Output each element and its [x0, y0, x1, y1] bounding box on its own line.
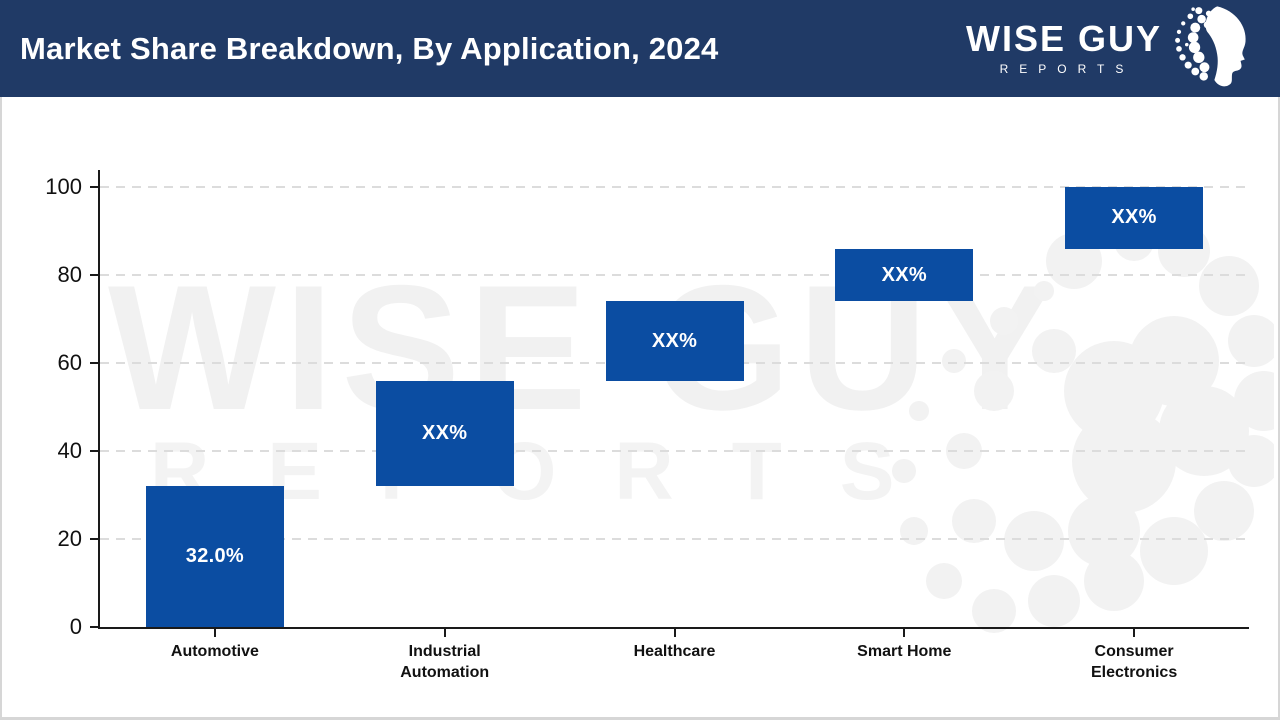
y-axis-tick-80 — [90, 274, 98, 276]
x-axis-tick-1 — [443, 629, 446, 637]
bar-label: XX% — [422, 421, 468, 444]
x-axis-label-2: Healthcare — [633, 643, 716, 660]
gridline-40 — [100, 450, 1249, 452]
bar-smart-home: XX% — [835, 248, 974, 302]
x-axis-label-3: Smart Home — [857, 643, 952, 660]
wiseguy-logo-line1: WISE GUY — [965, 18, 1162, 59]
bar-label: XX% — [881, 263, 927, 286]
bar-healthcare: XX% — [605, 301, 744, 381]
plot-area: 0 20 40 60 80 100 32.0% Automotive XX% Industrial… — [45, 170, 1249, 681]
page-title: Market Share Breakdown, By Application, … — [20, 30, 719, 66]
bar-label: 32.0% — [185, 545, 244, 568]
bar-label: XX% — [651, 329, 698, 352]
bar-consumer-electronics: XX% — [1065, 187, 1204, 249]
y-axis-tick-100 — [90, 186, 98, 188]
x-axis-tick-0 — [213, 629, 216, 637]
gridline-100 — [100, 186, 1249, 188]
x-axis-tick-3 — [903, 629, 906, 637]
bar-automotive: 32.0% — [145, 486, 284, 627]
y-axis-label-40: 40 — [57, 438, 82, 463]
x-axis-tick-4 — [1133, 629, 1136, 637]
y-axis-label-100: 100 — [45, 174, 82, 199]
watermark-head-icon — [874, 201, 1278, 681]
y-axis-tick-20 — [90, 538, 98, 540]
y-axis-tick-0 — [90, 626, 98, 628]
x-axis-tick-2 — [673, 629, 676, 637]
wiseguy-logo: WISE GUY REPORTS — [966, 2, 1254, 95]
y-axis-tick-40 — [90, 450, 98, 452]
gridline-20 — [100, 538, 1249, 540]
y-axis-label-0: 0 — [69, 614, 82, 639]
y-axis-label-60: 60 — [57, 350, 82, 375]
wiseguy-logo-text: WISE GUY REPORTS — [965, 18, 1162, 77]
x-axis-label-0: Automotive — [170, 643, 259, 660]
x-axis-label-1: Industrial Automation — [400, 643, 490, 681]
header-bar: Market Share Breakdown, By Application, … — [0, 0, 1280, 97]
bar-label: XX% — [1111, 206, 1157, 229]
y-axis-label-20: 20 — [57, 526, 82, 551]
chart-canvas: WISE GUY REPORTS 0 20 40 60 80 100 — [0, 97, 1280, 720]
x-axis-label-4: Consumer Electronics — [1090, 643, 1178, 681]
wiseguy-logo-line2: REPORTS — [999, 62, 1135, 76]
y-axis-tick-60 — [90, 362, 98, 364]
wiseguy-head-icon — [1162, 2, 1254, 95]
gridline-80 — [100, 274, 1249, 276]
y-axis-label-80: 80 — [57, 262, 82, 287]
bar-industrial-automation: XX% — [375, 380, 514, 487]
